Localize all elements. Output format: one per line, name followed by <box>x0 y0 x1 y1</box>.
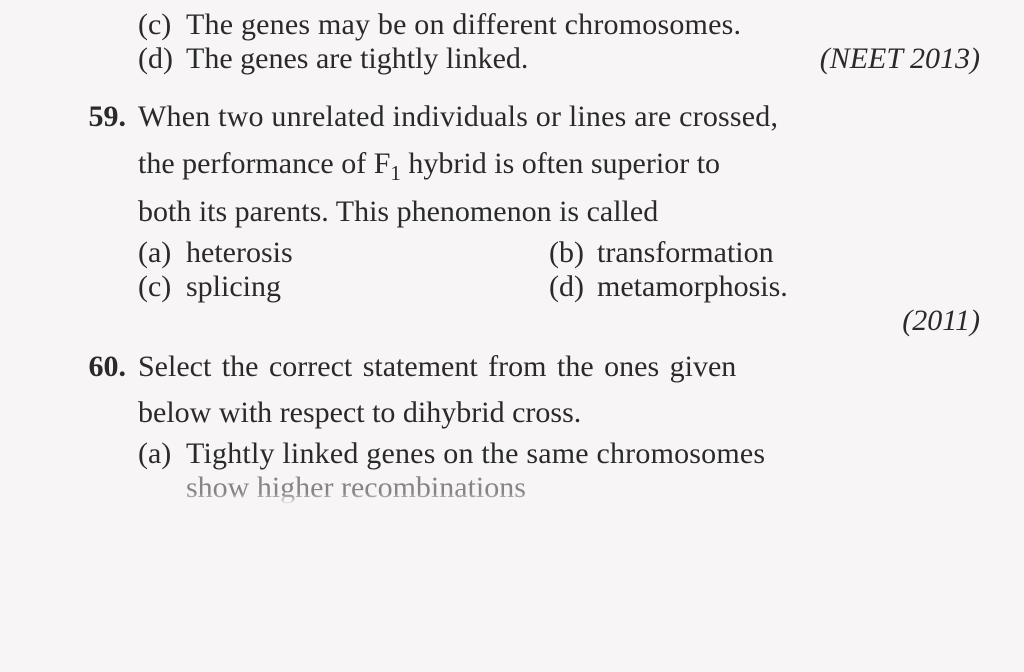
option-text: The genes are tightly linked. <box>186 42 528 76</box>
question-text-line: the performance of F1 hybrid is often su… <box>60 141 960 190</box>
option-text: metamorphosis. <box>597 270 788 304</box>
option-59-d: (d) metamorphosis. <box>549 270 960 304</box>
option-label: (a) <box>138 437 186 471</box>
question-59: 59. When two unrelated individuals or li… <box>60 94 960 141</box>
year-tag: (NEET 2013) <box>820 42 980 76</box>
question-text-line: Select the correct statement from the on… <box>138 344 918 391</box>
text-fragment: hybrid is often superior to <box>401 147 720 180</box>
content-block: (c) The genes may be on different chromo… <box>60 0 960 505</box>
option-59-c: (c) splicing <box>138 270 549 304</box>
option-label: (a) <box>138 236 186 270</box>
option-60-a: (a) Tightly linked genes on the same chr… <box>60 437 960 471</box>
option-text: heterosis <box>186 236 293 270</box>
question-text-line: below with respect to dihybrid cross. <box>60 390 960 437</box>
option-59-b: (b) transformation <box>549 236 960 270</box>
question-text-line: both its parents. This phenomenon is cal… <box>60 189 960 236</box>
question-text-line: below with respect to dihybrid cross. <box>138 390 581 437</box>
option-label: (d) <box>549 270 597 304</box>
question-number: 60. <box>60 350 138 384</box>
subscript: 1 <box>390 161 401 185</box>
option-row-59-ab: (a) heterosis (b) transformation <box>60 236 960 270</box>
option-text: Tightly linked genes on the same chromos… <box>186 437 765 471</box>
year-tag: (2011) <box>60 304 1020 338</box>
option-text: transformation <box>597 236 774 270</box>
option-60-a-cont: show higher recombinations <box>60 471 960 505</box>
option-label: (c) <box>138 270 186 304</box>
option-label: (b) <box>549 236 597 270</box>
page: (c) The genes may be on different chromo… <box>0 0 1024 672</box>
option-text: splicing <box>186 270 281 304</box>
question-text-line: When two unrelated individuals or lines … <box>138 94 918 141</box>
text-fragment: the performance of F <box>138 147 390 180</box>
question-60: 60. Select the correct statement from th… <box>60 344 960 391</box>
option-label: (d) <box>138 42 186 76</box>
option-label: (c) <box>138 8 186 42</box>
option-text: The genes may be on different chromosome… <box>186 8 741 42</box>
option-59-a: (a) heterosis <box>138 236 549 270</box>
option-58-d: (d) The genes are tightly linked. (NEET … <box>60 42 980 76</box>
bottom-fade <box>60 493 960 505</box>
question-text-line: the performance of F1 hybrid is often su… <box>138 141 918 190</box>
question-number: 59. <box>60 100 138 134</box>
option-58-c: (c) The genes may be on different chromo… <box>60 8 960 42</box>
option-row-59-cd: (c) splicing (d) metamorphosis. <box>60 270 960 304</box>
question-text-line: both its parents. This phenomenon is cal… <box>138 189 658 236</box>
